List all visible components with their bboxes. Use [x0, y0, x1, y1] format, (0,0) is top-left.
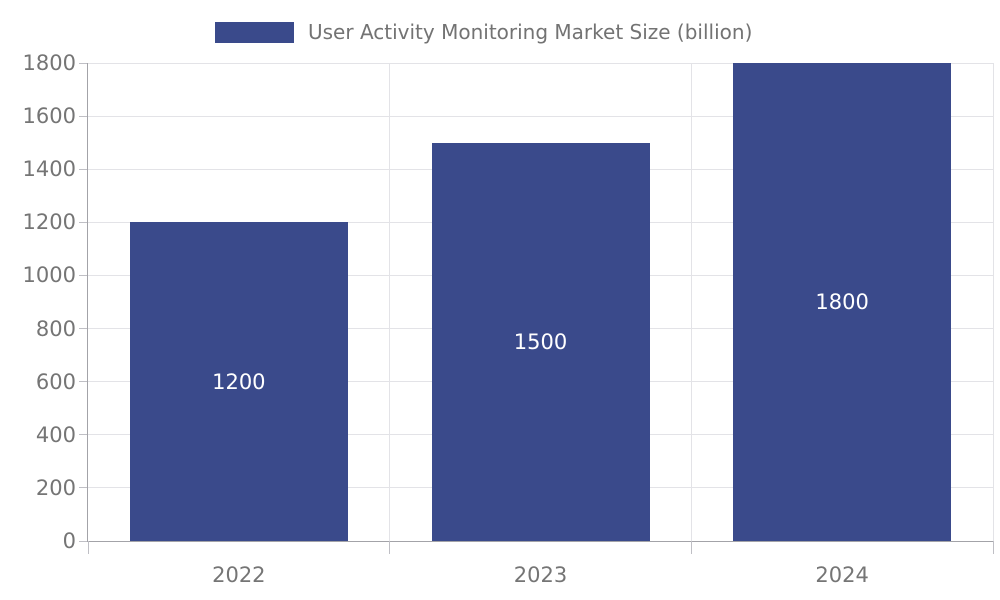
plot-area: 1200 1500 1800 [87, 62, 994, 542]
y-axis-tick [79, 62, 87, 64]
y-axis-label: 800 [35, 316, 76, 341]
y-axis-label: 1200 [22, 210, 76, 235]
y-axis-tick [79, 434, 87, 436]
x-gridline [389, 63, 391, 541]
y-axis-tick [79, 381, 87, 383]
legend-label: User Activity Monitoring Market Size (bi… [308, 20, 753, 44]
x-gridline [690, 63, 692, 541]
y-axis-tick [79, 274, 87, 276]
bar-2022[interactable] [129, 222, 348, 541]
y-axis-label: 1000 [22, 263, 76, 288]
y-axis-label: 400 [35, 422, 76, 447]
y-axis-tick [79, 115, 87, 117]
y-gridline [88, 62, 993, 64]
y-axis-tick [79, 540, 87, 542]
x-axis-label: 2023 [513, 563, 568, 587]
y-axis-label: 0 [62, 529, 76, 553]
y-axis-label: 1800 [22, 51, 76, 75]
bar-2023[interactable] [431, 142, 650, 541]
y-axis-label: 200 [35, 475, 76, 500]
y-axis-tick [79, 168, 87, 170]
bar-2024[interactable] [733, 63, 952, 541]
bar-value-label: 1500 [513, 329, 568, 354]
y-axis-tick [79, 328, 87, 330]
y-axis-label: 1400 [22, 157, 76, 182]
y-axis-label: 1600 [22, 104, 76, 129]
x-axis-label: 2024 [815, 563, 869, 587]
x-axis-tick [87, 541, 89, 554]
x-axis-tick [992, 541, 994, 554]
legend-swatch [215, 22, 294, 43]
y-axis-tick [79, 221, 87, 223]
y-axis-line [87, 63, 88, 541]
bar-value-label: 1800 [815, 290, 869, 314]
legend-item[interactable]: User Activity Monitoring Market Size (bi… [215, 21, 752, 44]
y-axis-label: 600 [35, 369, 76, 394]
x-gridline [992, 63, 994, 541]
x-axis-line [87, 541, 993, 542]
bar-value-label: 1200 [212, 369, 266, 394]
x-axis-tick [690, 541, 692, 554]
x-axis-label: 2022 [212, 563, 266, 587]
y-gridline [88, 115, 993, 117]
x-axis-tick [389, 541, 391, 554]
y-axis-tick [79, 487, 87, 489]
